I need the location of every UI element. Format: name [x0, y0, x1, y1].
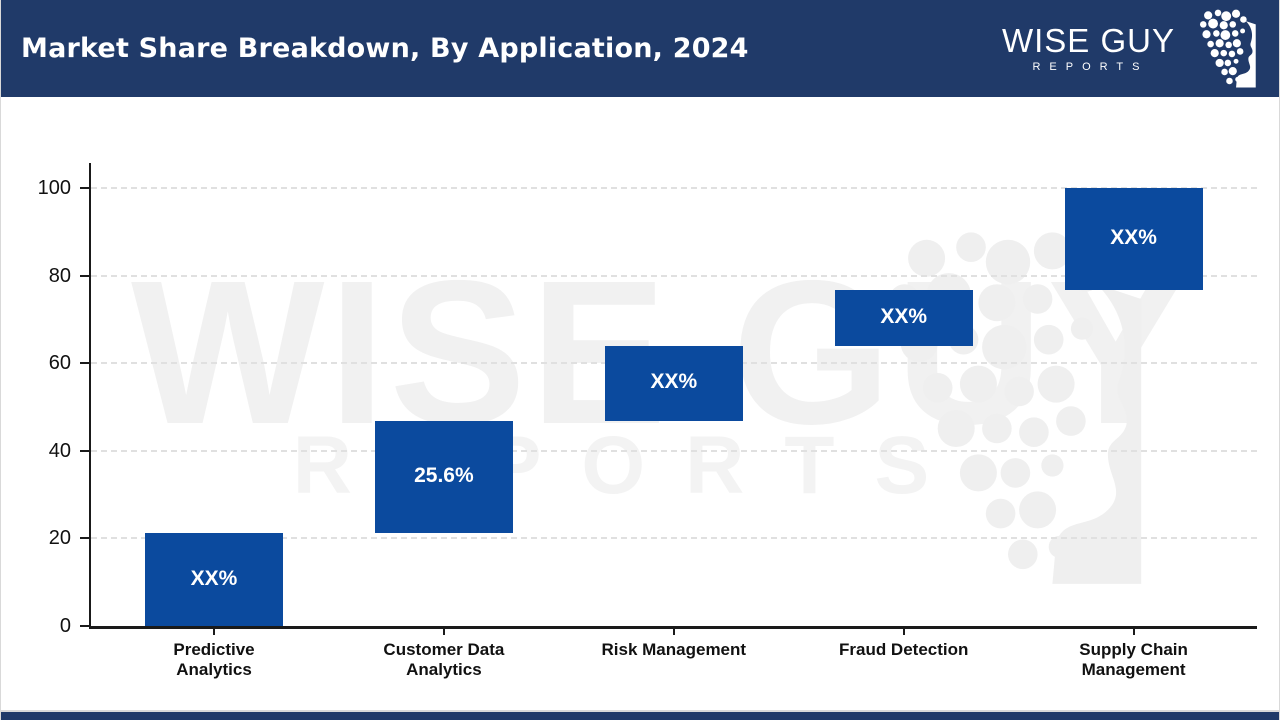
x-tick-label: Risk Management	[601, 640, 747, 659]
y-tick-label: 60	[48, 352, 71, 375]
y-tick-mark	[80, 274, 89, 277]
x-tick-label: Predictive Analytics	[173, 640, 255, 679]
wise-guy-logo: WISE GUY REPORTS	[1002, 6, 1259, 92]
gridline-y40	[91, 449, 1257, 452]
y-tick-label: 80	[48, 264, 71, 287]
bar-risk-management: XX%	[604, 345, 743, 421]
y-tick-mark	[80, 449, 89, 452]
logo-face-dots-icon	[1199, 9, 1256, 88]
gridline-y100	[91, 187, 1257, 189]
page-title: Market Share Breakdown, By Application, …	[21, 33, 749, 64]
footer-bar	[1, 710, 1279, 720]
x-tick-mark	[1132, 626, 1135, 635]
x-tick-label: Fraud Detection	[838, 640, 969, 659]
bar-value-label: XX%	[1110, 226, 1157, 250]
logo-reports-label: REPORTS	[1032, 61, 1149, 73]
bar-fraud-detection: XX%	[834, 290, 973, 346]
y-tick-label: 100	[37, 177, 71, 199]
y-tick-label: 40	[48, 439, 71, 462]
y-tick-mark	[80, 625, 89, 627]
x-tick-label: Customer Data Analytics	[383, 640, 505, 679]
gridline-y20	[91, 537, 1257, 540]
y-tick-mark	[80, 537, 89, 540]
y-tick-mark	[80, 362, 89, 365]
plot-area: 0 20 40 60 80 100 XX% Predictive Analytics 25.6%…	[38, 163, 1257, 679]
header-bar: Market Share Breakdown, By Application, …	[1, 0, 1279, 97]
bar-predictive-analytics: XX%	[145, 533, 283, 626]
y-tick-label: 0	[59, 615, 71, 637]
bar-customer-data-analytics: 25.6%	[374, 421, 513, 534]
bar-value-label: XX%	[650, 370, 698, 394]
bar-supply-chain-management: XX%	[1064, 188, 1203, 291]
y-tick-mark	[80, 187, 89, 189]
x-tick-mark	[902, 626, 905, 635]
x-tick-mark	[213, 626, 215, 635]
gridline-y80	[91, 274, 1257, 277]
bar-value-label: XX%	[190, 566, 238, 590]
bar-value-label: XX%	[880, 305, 928, 329]
logo-text: WISE GUY REPORTS	[1002, 24, 1175, 73]
logo-wiseguy-label: WISE GUY	[1001, 22, 1175, 59]
x-tick-mark	[672, 626, 675, 635]
x-tick-label: Supply Chain Management	[1079, 640, 1188, 679]
y-tick-label: 20	[48, 527, 71, 550]
x-tick-mark	[442, 626, 445, 635]
bar-value-label: 25.6%	[414, 464, 474, 488]
